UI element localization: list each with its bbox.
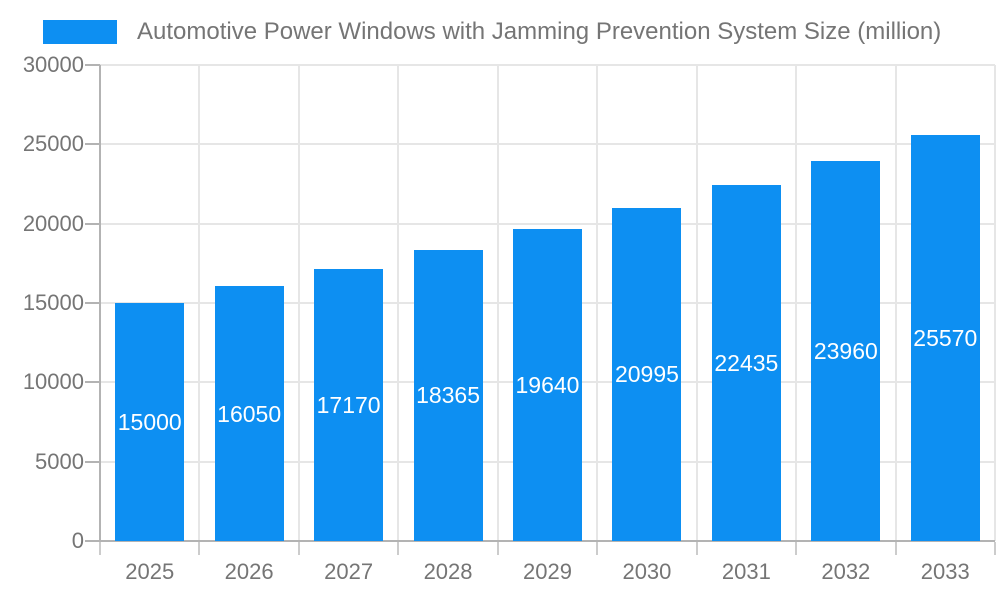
v-gridline [297, 65, 300, 541]
bar-value-label: 23960 [813, 337, 878, 364]
y-axis-tick-label: 30000 [22, 52, 84, 77]
bar [314, 268, 384, 541]
x-axis-tick-label: 2033 [920, 559, 970, 584]
x-axis-tick [297, 542, 300, 555]
v-gridline [596, 65, 599, 541]
v-gridline [994, 65, 996, 541]
v-gridline [894, 65, 897, 541]
x-axis-tick [496, 542, 499, 555]
bar [413, 249, 483, 541]
bar-value-label: 20995 [614, 361, 679, 388]
bar-value-label: 18365 [416, 382, 481, 409]
x-axis-tick [795, 542, 798, 555]
bar [214, 286, 284, 541]
x-axis-tick-label: 2029 [523, 559, 572, 584]
h-gridline [100, 143, 995, 146]
y-axis-tick-label: 25000 [22, 131, 84, 157]
x-axis-tick [894, 542, 897, 555]
y-axis-tick [85, 143, 100, 146]
y-axis-line [99, 65, 101, 541]
bar-value-label: 17170 [316, 391, 381, 418]
y-axis-tick [85, 302, 100, 304]
bar-value-label: 15000 [117, 409, 182, 435]
y-axis-tick-label: 0 [71, 528, 84, 553]
v-gridline [695, 65, 698, 541]
y-axis-tick-label: 20000 [22, 210, 84, 236]
chart-legend[interactable]: Automotive Power Windows with Jamming Pr… [43, 18, 941, 46]
x-axis-tick [695, 542, 698, 555]
x-axis-tick [99, 542, 101, 555]
h-gridline [100, 64, 995, 66]
y-axis-tick [85, 222, 100, 225]
x-axis-tick [596, 542, 599, 555]
bar-value-label: 19640 [515, 372, 580, 399]
y-axis-tick-label: 10000 [22, 369, 84, 395]
h-gridline [100, 222, 995, 225]
bar-value-label: 25570 [913, 325, 978, 352]
x-axis-tick-label: 2026 [224, 559, 274, 584]
v-gridline [496, 65, 499, 541]
legend-swatch-icon [43, 20, 117, 44]
y-axis-tick-label: 15000 [22, 290, 84, 315]
bar-value-label: 22435 [714, 350, 779, 377]
v-gridline [397, 65, 400, 541]
y-axis-tick-label: 5000 [35, 448, 84, 474]
x-axis-tick-label: 2028 [423, 559, 473, 584]
legend-label: Automotive Power Windows with Jamming Pr… [137, 18, 942, 45]
x-axis-tick-label: 2027 [324, 559, 374, 584]
x-axis-tick [397, 542, 400, 555]
x-axis-tick-label: 2032 [821, 559, 871, 584]
v-gridline [795, 65, 798, 541]
x-axis-tick [994, 542, 996, 555]
x-axis-line [85, 540, 995, 542]
bar [910, 135, 980, 541]
bar [115, 303, 185, 541]
y-axis-tick [85, 460, 100, 463]
bar-value-label: 16050 [217, 400, 282, 427]
bar [513, 229, 582, 541]
x-axis-tick-label: 2025 [125, 559, 175, 584]
y-axis-tick [85, 381, 100, 384]
v-gridline [198, 65, 201, 541]
x-axis-tick-label: 2031 [721, 559, 771, 584]
bar [811, 160, 881, 541]
bar [612, 207, 682, 541]
x-axis-tick-label: 2030 [622, 559, 672, 584]
y-axis-tick [85, 64, 100, 66]
bar [711, 185, 781, 541]
x-axis-tick [198, 542, 201, 555]
